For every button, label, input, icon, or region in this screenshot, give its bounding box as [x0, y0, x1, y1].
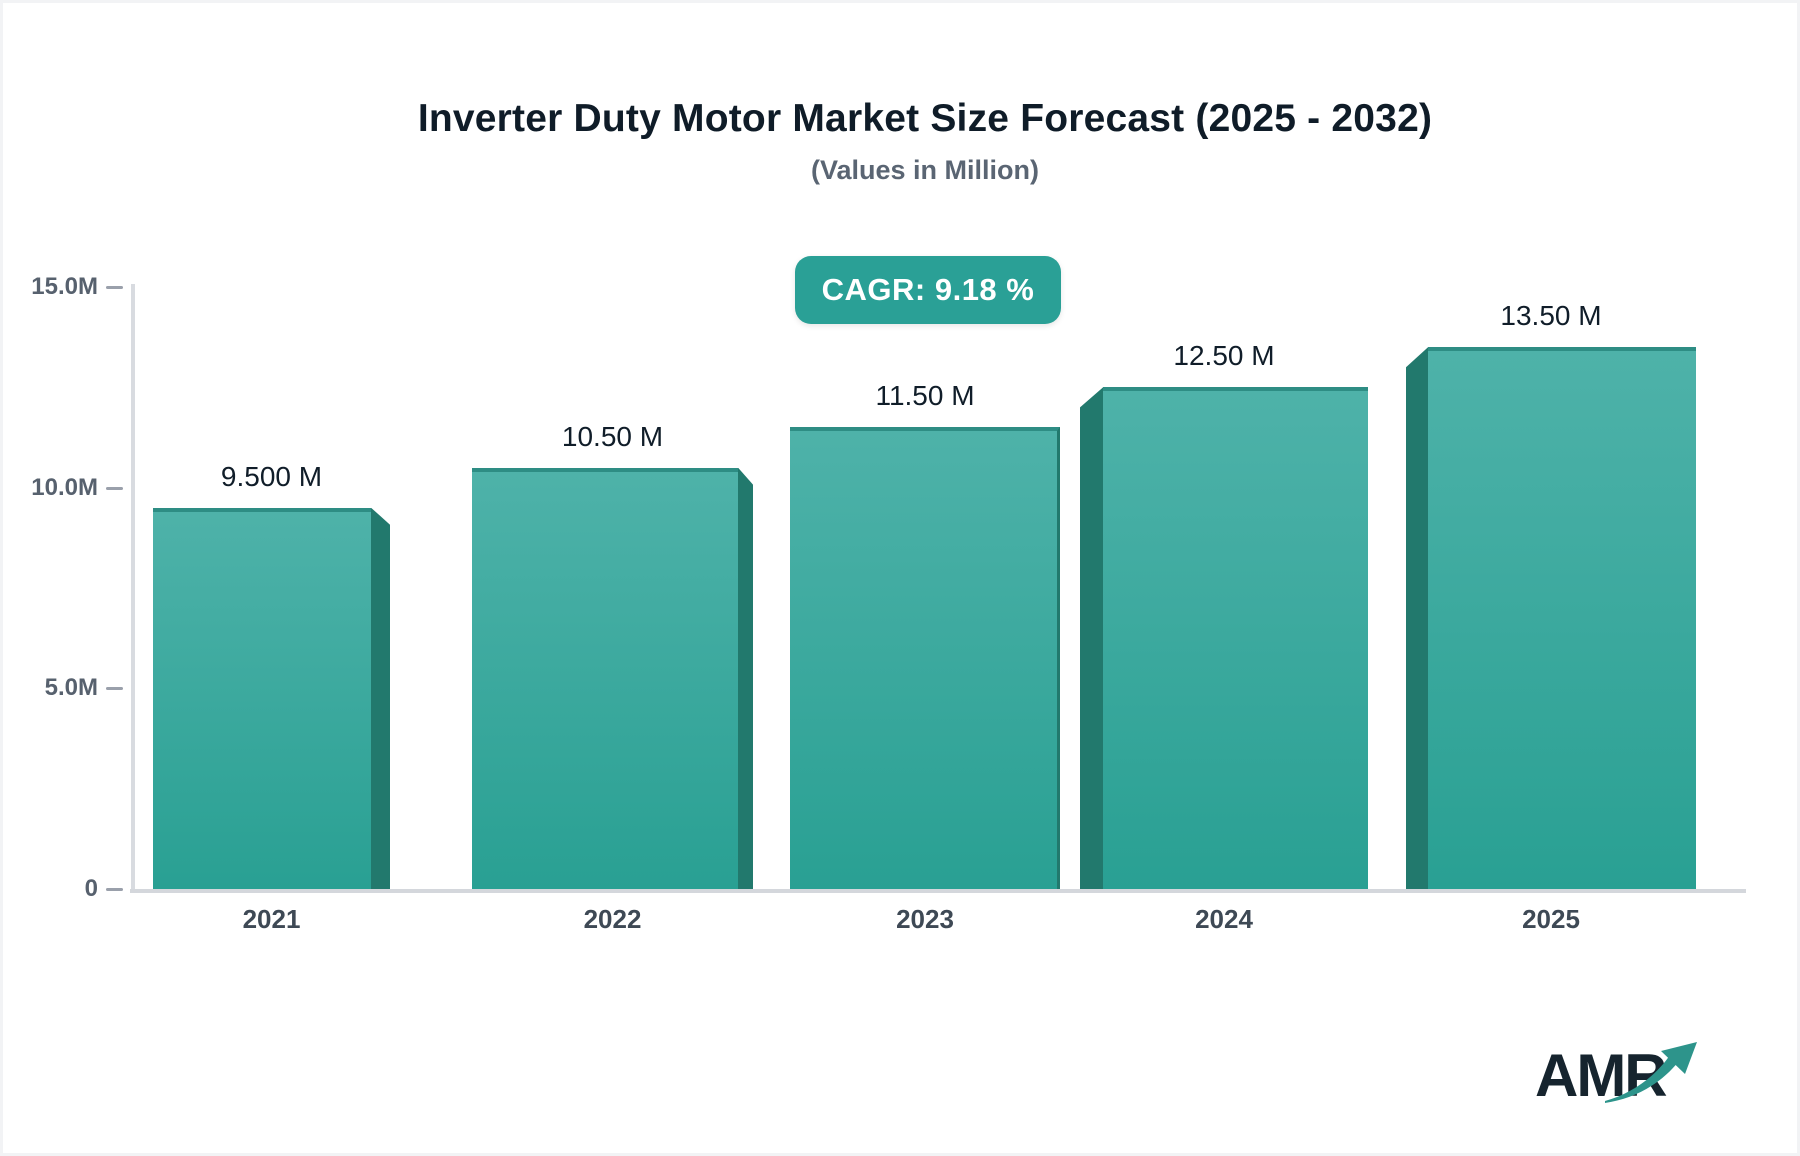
bar-2023 — [790, 427, 1060, 889]
x-tick-label-2024: 2024 — [1195, 904, 1253, 934]
bar-side-face-2025 — [1406, 347, 1428, 889]
bar-side-face-2021 — [371, 507, 390, 889]
bar-side-face-2024 — [1080, 387, 1103, 889]
bar-2025 — [1428, 347, 1696, 889]
amr-logo-text: AMR — [1535, 1042, 1668, 1109]
x-tick-label-2022: 2022 — [583, 904, 642, 934]
chart-title: Inverter Duty Motor Market Size Forecast… — [417, 97, 1433, 140]
trending-up-arrow-icon — [1605, 1042, 1697, 1103]
chart-subtitle: (Values in Million) — [810, 155, 1040, 185]
y-tick-label: 5.0M — [44, 674, 98, 702]
y-tick-dash — [106, 687, 123, 691]
bar-2021 — [153, 507, 371, 889]
bar-value-label-2022: 10.50 M — [561, 420, 664, 452]
x-tick-label-2025: 2025 — [1522, 904, 1580, 934]
x-tick-label-2023: 2023 — [896, 904, 954, 934]
y-axis-line — [131, 284, 135, 893]
y-tick-dash — [106, 888, 123, 891]
bar-value-label-2021: 9.500 M — [220, 460, 323, 492]
y-tick-label: 10.0M — [31, 473, 98, 501]
bar-2022 — [472, 467, 738, 889]
bar-value-label-2023: 11.50 M — [875, 380, 975, 412]
chart-header: Inverter Duty Motor Market Size Forecast… — [53, 97, 1797, 186]
bar-2024 — [1103, 387, 1368, 889]
bar-value-label-2024: 12.50 M — [1173, 340, 1275, 372]
y-tick-label: 0 — [84, 875, 98, 902]
x-axis-line — [130, 889, 1746, 893]
bar-side-face-2022 — [738, 467, 753, 889]
cagr-badge: CAGR: 9.18 % — [795, 256, 1061, 324]
amr-logo: AMR — [1535, 1033, 1765, 1118]
x-tick-label-2021: 2021 — [242, 904, 301, 934]
y-tick-label: 15.0M — [31, 273, 98, 300]
y-tick-dash — [106, 486, 123, 490]
y-tick-dash — [106, 286, 123, 289]
cagr-badge-label: CAGR: 9.18 % — [821, 272, 1035, 307]
bar-value-label-2025: 13.50 M — [1500, 300, 1602, 332]
